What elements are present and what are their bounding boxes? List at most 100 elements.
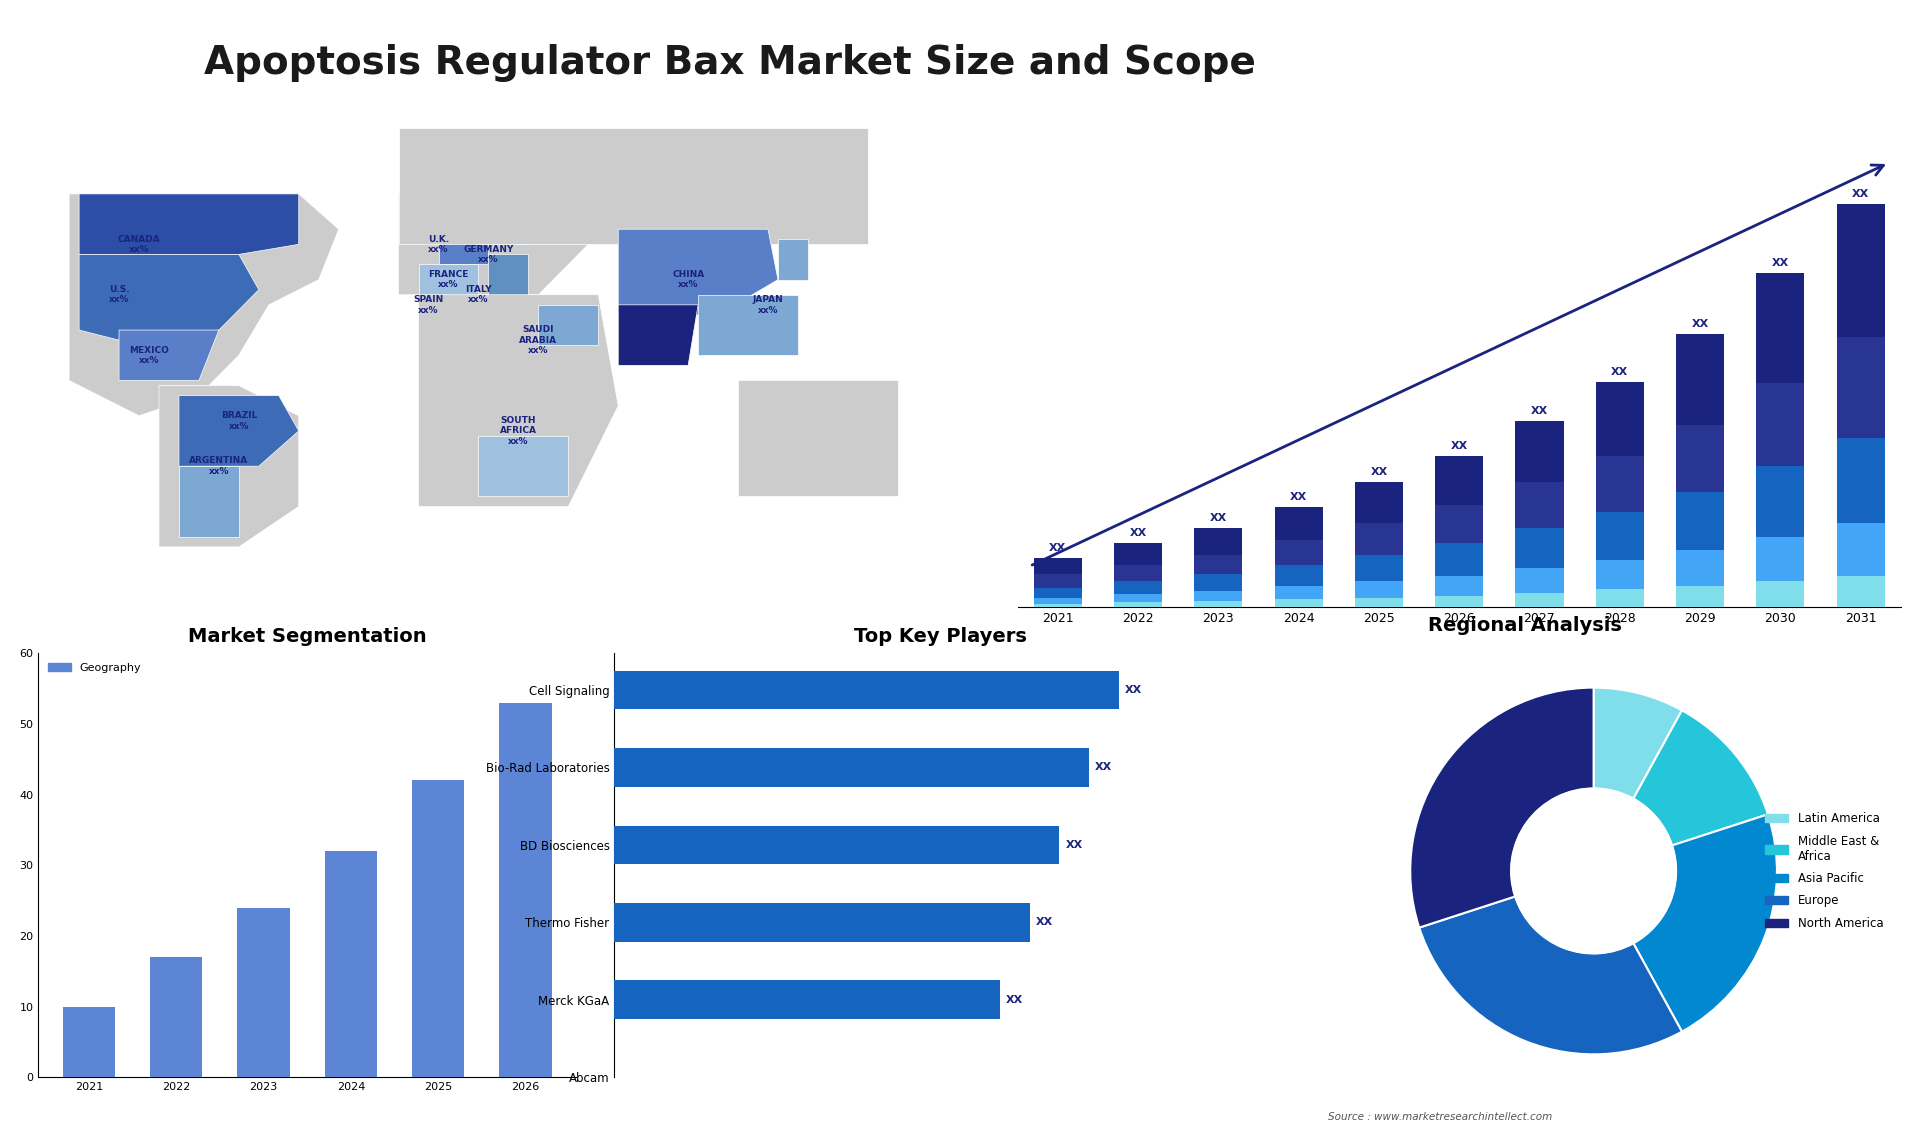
- Text: GERMANY
xx%: GERMANY xx%: [463, 245, 515, 264]
- Wedge shape: [1411, 688, 1594, 927]
- Bar: [1356, 524, 1404, 555]
- Bar: [1515, 568, 1563, 592]
- Text: XX: XX: [1035, 917, 1052, 927]
- Bar: [1033, 597, 1081, 604]
- Text: ARGENTINA
xx%: ARGENTINA xx%: [190, 456, 248, 476]
- Bar: [1434, 456, 1484, 505]
- Text: SOUTH
AFRICA
xx%: SOUTH AFRICA xx%: [499, 416, 538, 446]
- Bar: [614, 748, 1089, 787]
- Title: Regional Analysis: Regional Analysis: [1428, 615, 1622, 635]
- Text: XX: XX: [1530, 407, 1548, 416]
- Bar: [1837, 337, 1885, 438]
- Text: XX: XX: [1048, 543, 1066, 554]
- Bar: [1194, 528, 1242, 555]
- Text: Source : www.marketresearchintellect.com: Source : www.marketresearchintellect.com: [1329, 1113, 1551, 1122]
- Bar: [1434, 576, 1484, 596]
- Bar: [1194, 574, 1242, 591]
- Text: XX: XX: [1290, 492, 1308, 502]
- Bar: [1275, 565, 1323, 586]
- Polygon shape: [79, 194, 300, 254]
- Bar: [1837, 438, 1885, 524]
- Bar: [238, 908, 290, 1077]
- Title: Market Segmentation: Market Segmentation: [188, 627, 426, 646]
- Text: XX: XX: [1452, 441, 1467, 452]
- Text: SAUDI
ARABIA
xx%: SAUDI ARABIA xx%: [518, 325, 557, 355]
- Text: CHINA
xx%: CHINA xx%: [672, 270, 705, 289]
- Polygon shape: [538, 305, 599, 345]
- Text: XX: XX: [1094, 762, 1112, 772]
- Polygon shape: [419, 295, 618, 507]
- Text: XX: XX: [1066, 840, 1083, 850]
- Bar: [1275, 599, 1323, 607]
- Text: INDIA
xx%: INDIA xx%: [643, 330, 672, 350]
- Bar: [1033, 604, 1081, 607]
- Bar: [1515, 482, 1563, 528]
- Bar: [1837, 524, 1885, 576]
- Bar: [1515, 422, 1563, 482]
- FancyBboxPatch shape: [10, 99, 1027, 612]
- Legend: Latin America, Middle East &
Africa, Asia Pacific, Europe, North America: Latin America, Middle East & Africa, Asi…: [1761, 807, 1887, 935]
- Bar: [1676, 550, 1724, 586]
- Wedge shape: [1634, 711, 1768, 846]
- Bar: [1757, 273, 1805, 384]
- Polygon shape: [119, 330, 219, 380]
- Bar: [1596, 456, 1644, 512]
- Polygon shape: [79, 254, 259, 345]
- Bar: [1275, 586, 1323, 599]
- Text: XX: XX: [1210, 513, 1227, 524]
- Bar: [1596, 382, 1644, 456]
- Bar: [1114, 581, 1162, 595]
- Bar: [1275, 540, 1323, 565]
- Bar: [1757, 384, 1805, 465]
- Bar: [1114, 543, 1162, 565]
- Text: MEXICO
xx%: MEXICO xx%: [129, 346, 169, 364]
- Polygon shape: [618, 305, 699, 366]
- Bar: [1275, 507, 1323, 540]
- Text: XX: XX: [1772, 258, 1789, 268]
- Text: U.K.
xx%: U.K. xx%: [428, 235, 449, 254]
- Polygon shape: [488, 254, 528, 295]
- Polygon shape: [699, 295, 799, 355]
- Bar: [1757, 536, 1805, 581]
- Polygon shape: [478, 209, 528, 244]
- Polygon shape: [737, 380, 899, 496]
- Bar: [1515, 592, 1563, 607]
- Polygon shape: [438, 229, 488, 265]
- Bar: [1757, 581, 1805, 607]
- Text: XX: XX: [1006, 995, 1023, 1005]
- Bar: [1596, 512, 1644, 559]
- Text: MARKET
RESEARCH
INTELLECT: MARKET RESEARCH INTELLECT: [1770, 52, 1830, 85]
- Bar: [614, 903, 1029, 942]
- Bar: [1356, 482, 1404, 524]
- Polygon shape: [179, 466, 238, 536]
- Bar: [1596, 559, 1644, 589]
- Bar: [1676, 492, 1724, 550]
- Bar: [1033, 574, 1081, 588]
- Polygon shape: [399, 194, 588, 295]
- Text: XX: XX: [1692, 319, 1709, 329]
- Bar: [1194, 591, 1242, 601]
- Bar: [614, 825, 1060, 864]
- Polygon shape: [618, 229, 778, 315]
- Bar: [1194, 555, 1242, 574]
- Text: XX: XX: [1125, 685, 1142, 694]
- Polygon shape: [179, 395, 300, 466]
- Bar: [1596, 589, 1644, 607]
- Text: JAPAN
xx%: JAPAN xx%: [753, 296, 783, 314]
- Legend: Geography: Geography: [44, 659, 146, 677]
- Circle shape: [1511, 788, 1676, 953]
- Bar: [1515, 528, 1563, 568]
- Text: XX: XX: [1611, 367, 1628, 377]
- Polygon shape: [419, 204, 449, 234]
- Wedge shape: [1594, 688, 1682, 799]
- Bar: [1676, 586, 1724, 607]
- Bar: [1837, 576, 1885, 607]
- Wedge shape: [1634, 815, 1776, 1031]
- Bar: [499, 702, 551, 1077]
- Polygon shape: [69, 194, 338, 416]
- Polygon shape: [419, 265, 478, 295]
- Bar: [1033, 558, 1081, 574]
- Text: CANADA
xx%: CANADA xx%: [117, 235, 161, 254]
- Bar: [1757, 465, 1805, 536]
- Bar: [413, 780, 465, 1077]
